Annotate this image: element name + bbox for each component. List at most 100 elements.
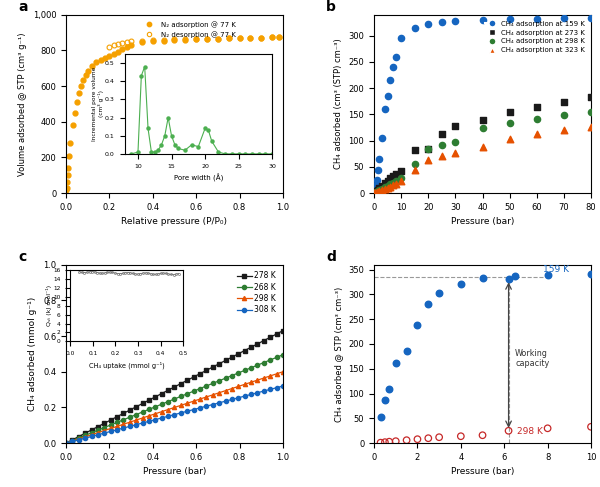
268 K: [101, 425, 108, 431]
Line: 278 K: 278 K: [64, 329, 285, 445]
CH₄ adsorption at 323 K: [391, 180, 401, 187]
X-axis label: Pressure (bar): Pressure (bar): [143, 468, 206, 476]
268 K: [152, 404, 159, 410]
278 K: [260, 337, 268, 343]
268 K: [203, 383, 210, 389]
N₂ desorption @ 77 K: [182, 36, 189, 42]
CH₄ adsorption at 273 K: [559, 98, 569, 106]
Point: [424, 300, 433, 308]
268 K: [209, 380, 217, 386]
N₂ adsorption @ 77 K: [247, 35, 254, 41]
Text: Working
capacity: Working capacity: [515, 349, 550, 368]
278 K: [145, 397, 152, 403]
CH₄ adsorption at 273 K: [478, 116, 487, 124]
N₂ adsorption @ 77 K: [160, 37, 167, 43]
298 K: [69, 438, 76, 444]
268 K: [133, 412, 140, 417]
CH₄ adsorption at 273 K: [437, 130, 446, 138]
Line: N₂ desorption @ 77 K: N₂ desorption @ 77 K: [107, 35, 281, 50]
CH₄ adsorption at 159 K: [383, 92, 392, 100]
298 K: [266, 373, 274, 379]
CH₄ adsorption at 323 K: [437, 152, 446, 160]
CH₄ adsorption at 159 K: [397, 35, 406, 42]
CH₄ adsorption at 298 K: [532, 115, 542, 123]
298 K: [184, 400, 191, 406]
N₂ adsorption @ 77 K: [73, 99, 80, 105]
278 K: [133, 404, 140, 410]
268 K: [62, 440, 70, 446]
N₂ adsorption @ 77 K: [65, 153, 73, 159]
N₂ adsorption @ 77 K: [236, 35, 243, 41]
268 K: [228, 373, 235, 378]
N₂ adsorption @ 77 K: [67, 140, 74, 146]
N₂ desorption @ 77 K: [160, 37, 167, 42]
CH₄ adsorption at 159 K: [391, 53, 401, 60]
308 K: [62, 440, 70, 446]
Point: [504, 427, 514, 435]
Point: [380, 438, 390, 446]
N₂ adsorption @ 77 K: [123, 44, 130, 50]
268 K: [94, 427, 101, 433]
N₂ desorption @ 77 K: [115, 41, 122, 47]
CH₄ adsorption at 298 K: [377, 185, 387, 193]
CH₄ adsorption at 273 K: [370, 189, 379, 197]
278 K: [139, 400, 146, 406]
268 K: [266, 357, 274, 363]
N₂ desorption @ 77 K: [123, 39, 130, 45]
N₂ adsorption @ 77 K: [127, 42, 134, 48]
N₂ adsorption @ 77 K: [214, 36, 221, 41]
278 K: [88, 427, 95, 433]
Legend: CH₄ adsorption at 159 K, CH₄ adsorption at 273 K, CH₄ adsorption at 298 K, CH₄ a: CH₄ adsorption at 159 K, CH₄ adsorption …: [482, 18, 587, 56]
278 K: [113, 414, 121, 420]
Point: [434, 433, 444, 441]
298 K: [164, 407, 172, 412]
CH₄ adsorption at 323 K: [451, 149, 460, 157]
N₂ desorption @ 77 K: [171, 37, 178, 42]
N₂ adsorption @ 77 K: [139, 39, 146, 45]
308 K: [82, 435, 89, 441]
CH₄ adsorption at 159 K: [437, 18, 446, 26]
308 K: [94, 432, 101, 438]
298 K: [228, 386, 235, 392]
N₂ desorption @ 77 K: [106, 44, 113, 50]
CH₄ adsorption at 323 K: [372, 188, 382, 196]
CH₄ adsorption at 298 K: [383, 182, 392, 190]
298 K: [101, 428, 108, 433]
N₂ adsorption @ 77 K: [77, 83, 85, 89]
308 K: [107, 429, 114, 434]
278 K: [184, 377, 191, 383]
Text: 159 K: 159 K: [543, 265, 569, 274]
CH₄ adsorption at 159 K: [388, 63, 398, 71]
CH₄ adsorption at 298 K: [373, 187, 383, 195]
N₂ adsorption @ 77 K: [106, 53, 113, 59]
CH₄ adsorption at 323 K: [397, 177, 406, 185]
CH₄ adsorption at 323 K: [559, 126, 569, 134]
Point: [543, 271, 553, 279]
278 K: [215, 361, 223, 367]
N₂ adsorption @ 77 K: [64, 180, 71, 186]
298 K: [120, 421, 127, 427]
CH₄ adsorption at 298 K: [370, 189, 380, 197]
298 K: [145, 413, 152, 419]
Point: [424, 434, 433, 442]
N₂ desorption @ 77 K: [193, 36, 200, 42]
CH₄ adsorption at 273 K: [371, 187, 381, 195]
N₂ adsorption @ 77 K: [182, 37, 189, 42]
308 K: [209, 402, 217, 408]
278 K: [266, 335, 274, 340]
278 K: [241, 348, 248, 354]
308 K: [88, 433, 95, 439]
268 K: [69, 438, 76, 444]
N₂ adsorption @ 77 K: [171, 37, 178, 43]
CH₄ adsorption at 323 K: [532, 131, 542, 138]
CH₄ adsorption at 159 K: [586, 14, 596, 21]
N₂ desorption @ 77 K: [203, 36, 211, 41]
Y-axis label: CH₄ adsorbed (mmol g⁻¹): CH₄ adsorbed (mmol g⁻¹): [28, 297, 37, 411]
308 K: [190, 407, 197, 412]
308 K: [266, 387, 274, 393]
N₂ adsorption @ 77 K: [115, 49, 122, 55]
CH₄ adsorption at 323 K: [371, 188, 381, 196]
CH₄ adsorption at 159 K: [371, 185, 380, 193]
Line: N₂ adsorption @ 77 K: N₂ adsorption @ 77 K: [64, 35, 281, 193]
CH₄ adsorption at 298 K: [371, 188, 381, 196]
